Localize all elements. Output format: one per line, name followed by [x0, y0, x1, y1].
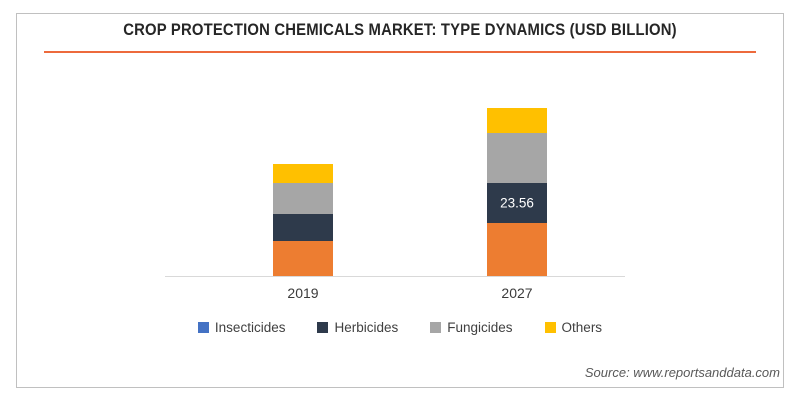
legend-item-herbicides: Herbicides	[317, 320, 398, 335]
legend-swatch-others	[544, 322, 556, 333]
legend-label-herbicides: Herbicides	[334, 320, 399, 335]
title-underline	[44, 51, 756, 53]
legend-label-insecticides: Insecticides	[214, 320, 286, 335]
x-axis-label-2027: 2027	[501, 285, 533, 301]
bar-segment-fungicides-2019	[273, 183, 333, 214]
legend-item-insecticides: Insecticides	[197, 320, 286, 335]
bar-segment-herbicides-2027: 23.56	[487, 183, 547, 223]
bar-segment-others-2027	[487, 108, 547, 133]
bar-segment-insecticides-2027	[487, 223, 547, 276]
x-axis-line	[165, 276, 625, 277]
legend-label-others: Others	[561, 320, 603, 335]
source-attribution: Source: www.reportsanddata.com	[584, 365, 780, 380]
legend-swatch-herbicides	[317, 322, 329, 333]
stacked-bar-2027: 23.56	[487, 108, 547, 276]
bar-segment-fungicides-2027	[487, 133, 547, 183]
bar-segment-others-2019	[273, 164, 333, 183]
x-axis-label-2019: 2019	[287, 285, 319, 301]
chart-frame	[16, 13, 784, 388]
stacked-bar-2019	[273, 164, 333, 276]
legend-swatch-fungicides	[430, 322, 442, 333]
legend-label-fungicides: Fungicides	[447, 320, 513, 335]
chart-title: CROP PROTECTION CHEMICALS MARKET: TYPE D…	[123, 21, 677, 39]
legend: Insecticides Herbicides Fungicides Others	[0, 320, 800, 335]
legend-item-others: Others	[544, 320, 603, 335]
bar-segment-insecticides-2019	[273, 241, 333, 276]
legend-item-fungicides: Fungicides	[430, 320, 513, 335]
data-label-herbicides-2027: 23.56	[500, 195, 534, 211]
bar-segment-herbicides-2019	[273, 214, 333, 241]
legend-swatch-insecticides	[197, 322, 209, 333]
